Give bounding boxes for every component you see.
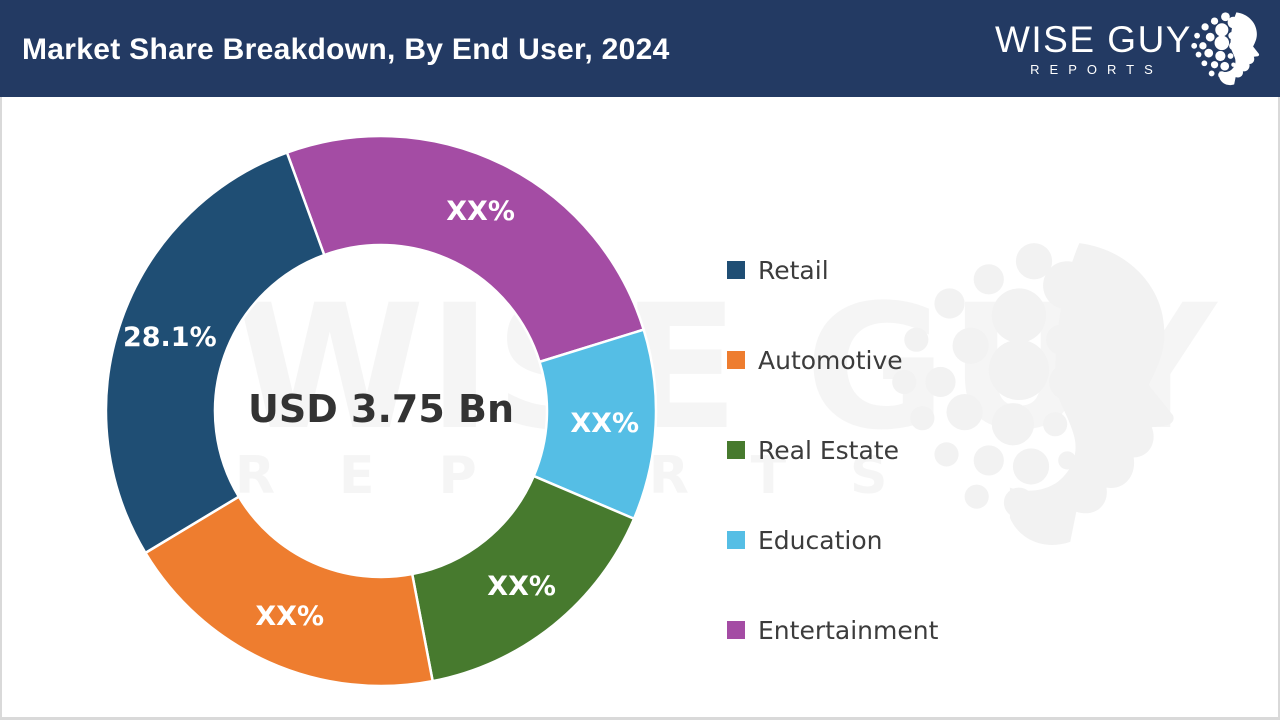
donut-center-label: USD 3.75 Bn <box>248 387 514 431</box>
legend-label-retail: Retail <box>758 256 829 285</box>
legend-item-entertainment: Entertainment <box>727 616 938 646</box>
legend-label-education: Education <box>758 526 883 555</box>
slice-label-retail: 28.1% <box>123 322 217 353</box>
donut-slice-automotive <box>144 495 434 688</box>
frame-border-left <box>0 97 2 720</box>
head-profile-icon <box>1184 8 1264 88</box>
legend-swatch-automotive <box>727 351 745 369</box>
legend-item-education: Education <box>727 526 882 556</box>
donut-slice-retail <box>104 151 326 555</box>
legend-item-real-estate: Real Estate <box>727 436 899 466</box>
page-title: Market Share Breakdown, By End User, 202… <box>22 33 670 66</box>
legend-item-automotive: Automotive <box>727 346 903 376</box>
legend-swatch-education <box>727 531 745 549</box>
logo-wordmark-line1: WISE GUY <box>994 18 1192 60</box>
legend-label-automotive: Automotive <box>758 346 903 375</box>
logo-wordmark-line2: REPORTS <box>1030 62 1163 78</box>
header-bar: Market Share Breakdown, By End User, 202… <box>0 0 1280 97</box>
legend-swatch-retail <box>727 261 745 279</box>
frame-border-right <box>1278 97 1280 720</box>
logo-wordmark: WISE GUY REPORTS <box>995 19 1192 78</box>
slice-label-entertainment: XX% <box>446 196 515 227</box>
legend-item-retail: Retail <box>727 256 829 286</box>
legend-swatch-real-estate <box>727 441 745 459</box>
donut-slice-entertainment <box>285 134 645 364</box>
slice-label-education: XX% <box>570 408 639 439</box>
legend-label-real-estate: Real Estate <box>758 436 899 465</box>
frame-border-bottom <box>0 717 1280 720</box>
legend-label-entertainment: Entertainment <box>758 616 939 645</box>
slice-label-real-estate: XX% <box>487 571 556 602</box>
wiseguy-logo: WISE GUY REPORTS <box>995 8 1264 88</box>
slice-label-automotive: XX% <box>255 601 324 632</box>
legend-swatch-entertainment <box>727 621 745 639</box>
